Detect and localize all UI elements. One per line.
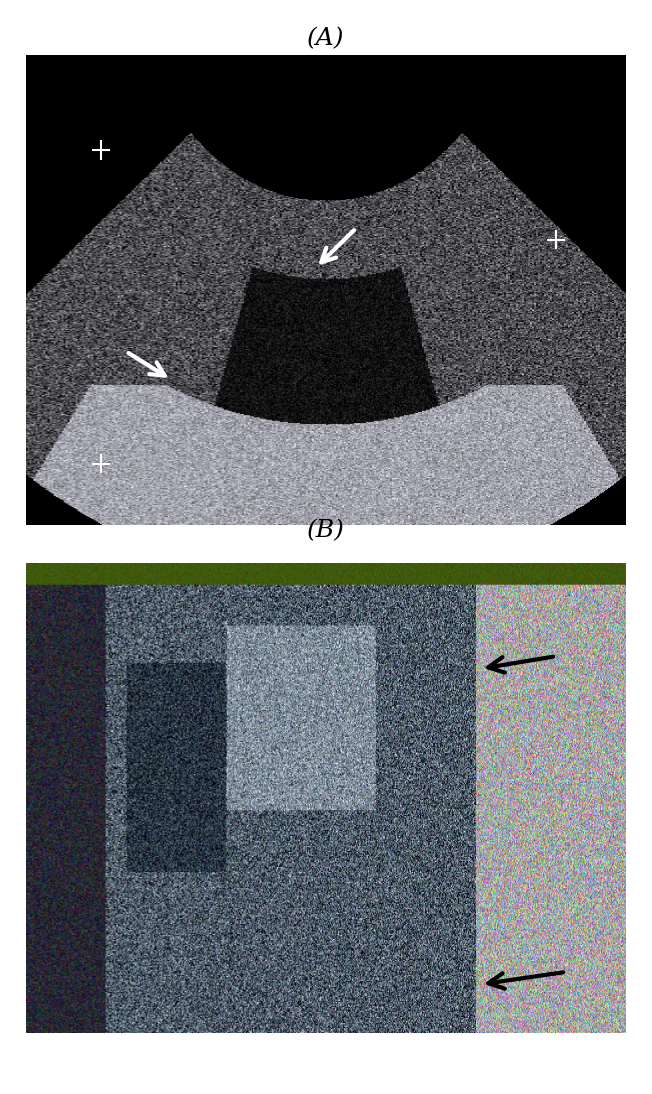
Text: (A): (A) [307, 26, 345, 50]
Text: (B): (B) [307, 519, 345, 543]
